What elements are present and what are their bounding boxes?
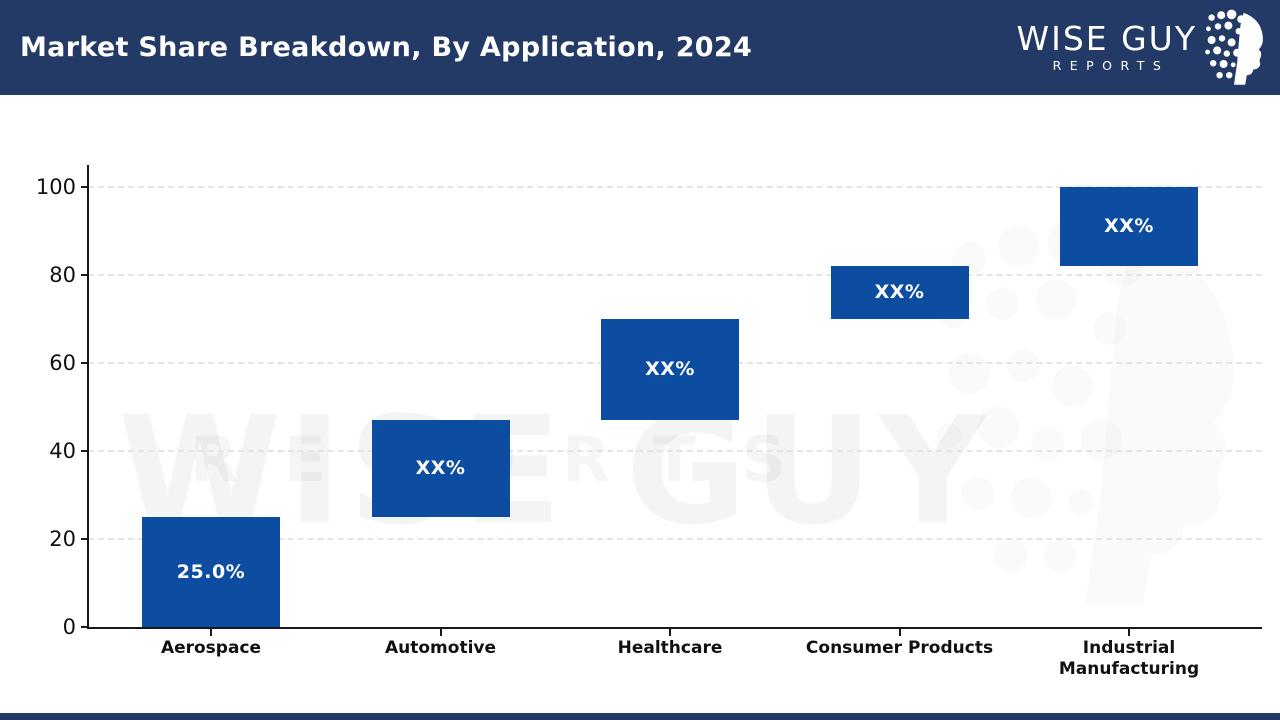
bar-value-label: XX%	[1104, 215, 1154, 238]
x-tick-mark	[210, 629, 212, 636]
chart-plot-area: WISE GUY REPORTS 25.0%XX%XX%XX%XX% 02040…	[0, 95, 1280, 713]
bar-segment: XX%	[1060, 186, 1198, 266]
bar-value-label: 25.0%	[176, 560, 246, 583]
wise-guy-logo: WISE GUY REPORTS	[1016, 9, 1280, 87]
bar-value-label: XX%	[645, 358, 695, 381]
bar-value-label: XX%	[415, 457, 466, 480]
y-tick-label: 40	[49, 438, 76, 463]
category-label: Aerospace	[160, 638, 262, 658]
category-label: Consumer Products	[805, 638, 994, 658]
logo-head-icon	[1205, 9, 1263, 85]
logo-wordmark: WISE GUY	[1016, 19, 1197, 58]
bar-segment: XX%	[601, 318, 739, 420]
y-tick-mark	[81, 537, 88, 540]
y-tick-label: 60	[49, 350, 76, 375]
x-axis-line	[87, 627, 1262, 629]
y-tick-mark	[81, 449, 88, 452]
y-tick-mark	[81, 273, 88, 276]
chart-title: Market Share Breakdown, By Application, …	[20, 32, 753, 63]
bar-value-label: XX%	[874, 281, 925, 304]
y-tick-mark	[81, 361, 88, 364]
y-tick-label: 80	[49, 262, 76, 287]
bar-segment: XX%	[371, 419, 510, 517]
y-gridline	[88, 185, 1262, 188]
logo-subtitle: REPORTS	[1052, 58, 1170, 73]
x-tick-mark	[898, 629, 901, 636]
category-label: Automotive	[384, 638, 497, 658]
y-gridline	[88, 537, 1262, 540]
header-bar: Market Share Breakdown, By Application, …	[0, 0, 1280, 95]
logo-text: WISE GUY REPORTS	[1016, 22, 1197, 73]
x-tick-mark	[669, 629, 671, 636]
y-axis-line	[87, 165, 89, 629]
footer-bar	[0, 713, 1280, 720]
y-tick-mark	[81, 185, 88, 188]
bar-segment: XX%	[830, 265, 969, 319]
x-tick-mark	[439, 629, 442, 636]
y-gridline	[88, 273, 1262, 276]
category-label: Healthcare	[617, 638, 723, 658]
y-tick-mark	[81, 626, 88, 628]
y-tick-label: 0	[62, 615, 76, 639]
watermark-subtitle: REPORTS	[190, 423, 832, 496]
y-tick-label: 20	[49, 526, 76, 551]
bar-segment: 25.0%	[142, 516, 280, 627]
category-label: Industrial Manufacturing	[1058, 638, 1200, 680]
x-tick-mark	[1128, 629, 1130, 636]
y-tick-label: 100	[35, 174, 76, 199]
y-gridline	[88, 449, 1262, 452]
